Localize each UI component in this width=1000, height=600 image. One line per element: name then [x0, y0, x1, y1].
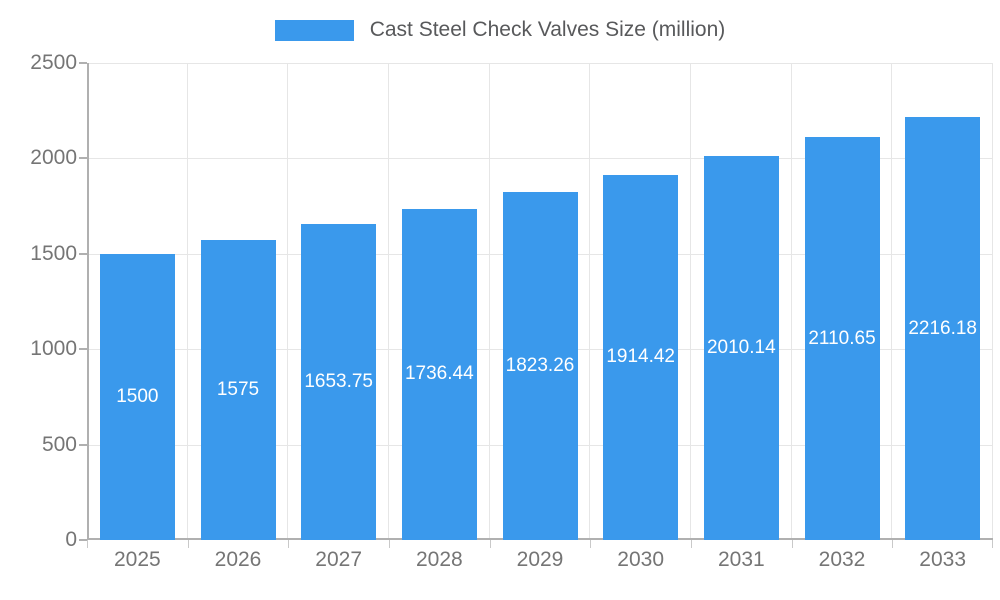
y-axis-tick-label: 2000 [30, 146, 77, 170]
x-axis-label-2029: 2029 [516, 548, 564, 571]
bar-2027[interactable] [301, 224, 377, 540]
y-axis-tick [79, 62, 87, 64]
bar-value-label-2033: 2216.18 [908, 317, 977, 339]
y-axis-tick-label: 0 [65, 528, 77, 551]
x-axis-label-2026: 2026 [214, 548, 262, 571]
y-axis-line [87, 63, 89, 540]
x-gridline [891, 63, 893, 540]
y-axis-tick-label: 500 [41, 432, 77, 456]
y-gridline [87, 63, 993, 64]
bar-value-label-2030: 1914.42 [606, 346, 675, 368]
x-axis-tick [791, 540, 793, 548]
bar-value-label-2031: 2010.14 [706, 337, 776, 359]
x-gridline [589, 63, 591, 540]
x-gridline [287, 63, 289, 540]
x-axis-label-2028: 2028 [415, 548, 463, 571]
bar-value-label-2027: 1653.75 [304, 371, 373, 393]
y-gridline [87, 158, 993, 160]
y-axis-tick-label: 2500 [30, 51, 77, 74]
x-gridline [992, 63, 993, 540]
y-axis-tick [79, 348, 87, 351]
x-axis-tick [691, 540, 692, 548]
x-axis-label-2032: 2032 [818, 548, 866, 571]
x-gridline [690, 63, 691, 540]
x-axis-tick [288, 540, 290, 548]
x-gridline [488, 63, 490, 540]
y-axis-tick [79, 157, 87, 160]
bar-value-label-2028: 1736.44 [404, 363, 474, 385]
bar-value-label-2026: 1575 [216, 378, 260, 400]
x-axis-label-2030: 2030 [617, 548, 665, 571]
legend-label: Cast Steel Check Valves Size (million) [369, 18, 726, 41]
legend-swatch-icon [274, 19, 354, 41]
x-gridline [186, 63, 188, 540]
x-axis-tick [389, 540, 390, 548]
bar-2028[interactable] [401, 208, 477, 540]
x-axis-label-2033: 2033 [919, 548, 967, 571]
x-axis-tick [590, 540, 592, 548]
y-axis-tick [79, 443, 87, 446]
y-axis-tick-label: 1500 [30, 241, 77, 265]
y-axis-tick-label: 1000 [30, 337, 77, 361]
bar-2030[interactable] [603, 174, 679, 540]
bar-2032[interactable] [804, 137, 880, 540]
y-axis-tick [79, 252, 87, 255]
bar-value-label-2029: 1823.26 [505, 355, 575, 377]
y-axis-tick [79, 539, 87, 541]
bar-2031[interactable] [703, 156, 779, 540]
x-gridline [790, 63, 792, 540]
bar-2025[interactable] [99, 253, 175, 540]
bar-2029[interactable] [502, 192, 578, 540]
x-axis-label-2025: 2025 [113, 548, 161, 571]
plot-area: 0 500 1000 1500 2000 2500 1500 2025 1575 2026 1653… [30, 51, 993, 571]
x-axis-label-2027: 2027 [315, 548, 363, 571]
bar-value-label-2025: 1500 [116, 385, 159, 407]
legend[interactable]: Cast Steel Check Valves Size (million) [0, 18, 1000, 42]
x-axis-tick [187, 540, 189, 548]
bar-2026[interactable] [200, 239, 276, 540]
x-axis-tick [992, 540, 993, 548]
x-axis-tick [489, 540, 491, 548]
bar-2033[interactable] [905, 117, 981, 540]
bar-value-label-2032: 2110.65 [808, 327, 876, 349]
x-gridline [388, 63, 389, 540]
x-axis-label-2031: 2031 [717, 548, 765, 571]
x-axis-tick [892, 540, 894, 548]
x-axis-tick [87, 540, 88, 548]
